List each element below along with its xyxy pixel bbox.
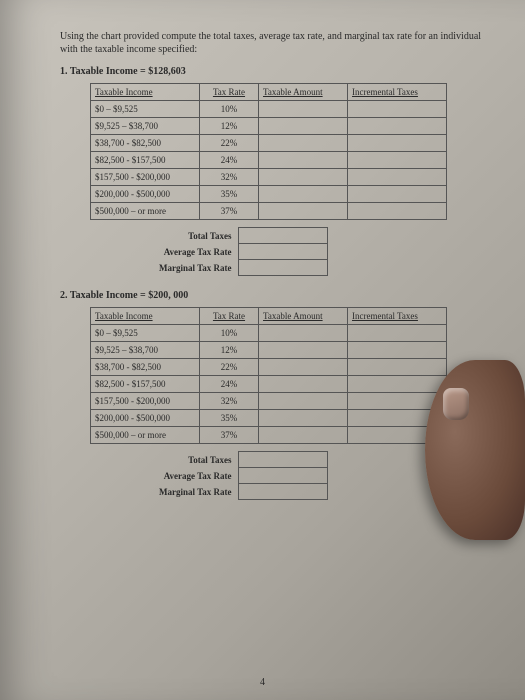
- col-header-incremental: Incremental Taxes: [348, 84, 447, 101]
- summary-table-1: Total Taxes Average Tax Rate Marginal Ta…: [155, 227, 328, 276]
- summary-table-2: Total Taxes Average Tax Rate Marginal Ta…: [155, 451, 328, 500]
- col-header-rate: Tax Rate: [200, 84, 259, 101]
- avg-rate-cell: [238, 244, 327, 260]
- hand-photo-artifact: [425, 360, 525, 540]
- total-taxes-cell: [238, 228, 327, 244]
- avg-rate-label: Average Tax Rate: [155, 468, 238, 484]
- total-taxes-label: Total Taxes: [155, 452, 238, 468]
- worksheet-page: Using the chart provided compute the tot…: [0, 0, 525, 700]
- table-row: $157,500 - $200,00032%: [91, 393, 447, 410]
- table-row: $500,000 – or more37%: [91, 203, 447, 220]
- table-row: $500,000 – or more37%: [91, 427, 447, 444]
- table-row: $200,000 - $500,00035%: [91, 186, 447, 203]
- col-header-income: Taxable Income: [91, 84, 200, 101]
- table-row: $200,000 - $500,00035%: [91, 410, 447, 427]
- marg-rate-label: Marginal Tax Rate: [155, 484, 238, 500]
- fingernail-artifact: [443, 388, 469, 420]
- col-header-amount: Taxable Amount: [259, 308, 348, 325]
- marg-rate-cell: [238, 260, 327, 276]
- table-row: $82,500 - $157,50024%: [91, 376, 447, 393]
- avg-rate-cell: [238, 468, 327, 484]
- col-header-amount: Taxable Amount: [259, 84, 348, 101]
- total-taxes-cell: [238, 452, 327, 468]
- marg-rate-label: Marginal Tax Rate: [155, 260, 238, 276]
- table-row: $82,500 - $157,50024%: [91, 152, 447, 169]
- col-header-income: Taxable Income: [91, 308, 200, 325]
- question-1-heading: 1. Taxable Income = $128,603: [60, 66, 485, 77]
- table-row: $38,700 - $82,50022%: [91, 359, 447, 376]
- table-row: $38,700 - $82,50022%: [91, 135, 447, 152]
- tax-table-2: Taxable Income Tax Rate Taxable Amount I…: [90, 307, 447, 444]
- table-row: $9,525 – $38,70012%: [91, 342, 447, 359]
- intro-text: Using the chart provided compute the tot…: [60, 30, 485, 56]
- tax-table-1: Taxable Income Tax Rate Taxable Amount I…: [90, 83, 447, 220]
- table-row: $0 – $9,52510%: [91, 325, 447, 342]
- total-taxes-label: Total Taxes: [155, 228, 238, 244]
- col-header-rate: Tax Rate: [200, 308, 259, 325]
- col-header-incremental: Incremental Taxes: [348, 308, 447, 325]
- page-number: 4: [260, 677, 265, 688]
- table-row: $0 – $9,52510%: [91, 101, 447, 118]
- question-2-heading: 2. Taxable Income = $200, 000: [60, 290, 485, 301]
- marg-rate-cell: [238, 484, 327, 500]
- table-row: $157,500 - $200,00032%: [91, 169, 447, 186]
- table-row: $9,525 – $38,70012%: [91, 118, 447, 135]
- avg-rate-label: Average Tax Rate: [155, 244, 238, 260]
